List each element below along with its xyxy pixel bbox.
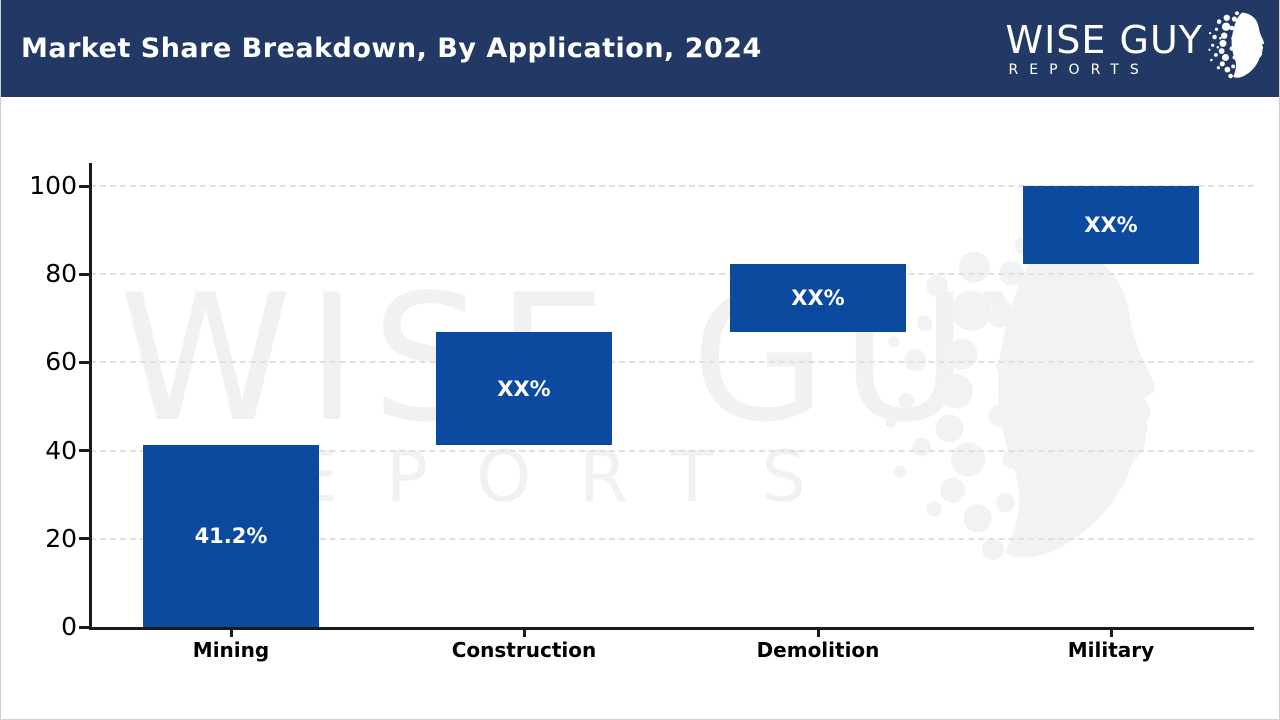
- wise-guy-reports-logo: WISE GUY REPORTS: [1006, 10, 1279, 87]
- bar: XX%: [436, 332, 612, 446]
- bar-value-label: XX%: [497, 376, 551, 401]
- x-tick-mark: [229, 628, 233, 637]
- x-tick-mark: [1109, 628, 1113, 637]
- grid-line: [90, 361, 1254, 364]
- header-banner: Market Share Breakdown, By Application, …: [1, 0, 1279, 97]
- grid-line: [90, 185, 1254, 187]
- y-tick-mark: [79, 625, 90, 629]
- y-tick-label: 20: [45, 523, 77, 553]
- y-axis-spine: [89, 163, 92, 628]
- chart-title: Market Share Breakdown, By Application, …: [21, 33, 762, 64]
- x-tick-mark: [816, 628, 820, 637]
- y-tick-mark: [79, 272, 90, 276]
- y-tick-label: 0: [61, 612, 77, 641]
- bar: 41.2%: [143, 445, 319, 627]
- x-axis-label: Mining: [192, 638, 270, 662]
- logo-text: WISE GUY REPORTS: [1006, 21, 1203, 77]
- bar: XX%: [730, 263, 906, 333]
- x-axis-label: Demolition: [756, 638, 880, 662]
- x-tick-mark: [522, 628, 526, 637]
- y-tick-label: 80: [45, 259, 77, 289]
- bar-value-label: 41.2%: [194, 524, 268, 549]
- bar-value-label: XX%: [791, 286, 845, 310]
- y-tick-mark: [79, 537, 90, 541]
- y-tick-mark: [79, 360, 90, 364]
- bar-value-label: XX%: [1084, 212, 1138, 237]
- y-tick-label: 40: [45, 435, 77, 465]
- x-axis-label: Military: [1067, 638, 1155, 662]
- x-axis-label: Construction: [451, 638, 597, 662]
- grid-line: [90, 273, 1254, 276]
- watermark-face-icon: [885, 236, 1156, 561]
- y-tick-label: 100: [29, 171, 77, 200]
- logo-wiseguy-text: WISE GUY: [1005, 17, 1203, 62]
- y-tick-mark: [79, 449, 90, 453]
- bar: XX%: [1023, 186, 1199, 264]
- logo-reports-text: REPORTS: [1008, 61, 1150, 78]
- y-tick-mark: [79, 184, 90, 188]
- logo-face-icon: [1208, 11, 1265, 79]
- grid-line: [90, 537, 1254, 540]
- grid-line: [90, 449, 1254, 452]
- y-tick-label: 60: [45, 347, 77, 377]
- x-axis-spine: [89, 627, 1254, 630]
